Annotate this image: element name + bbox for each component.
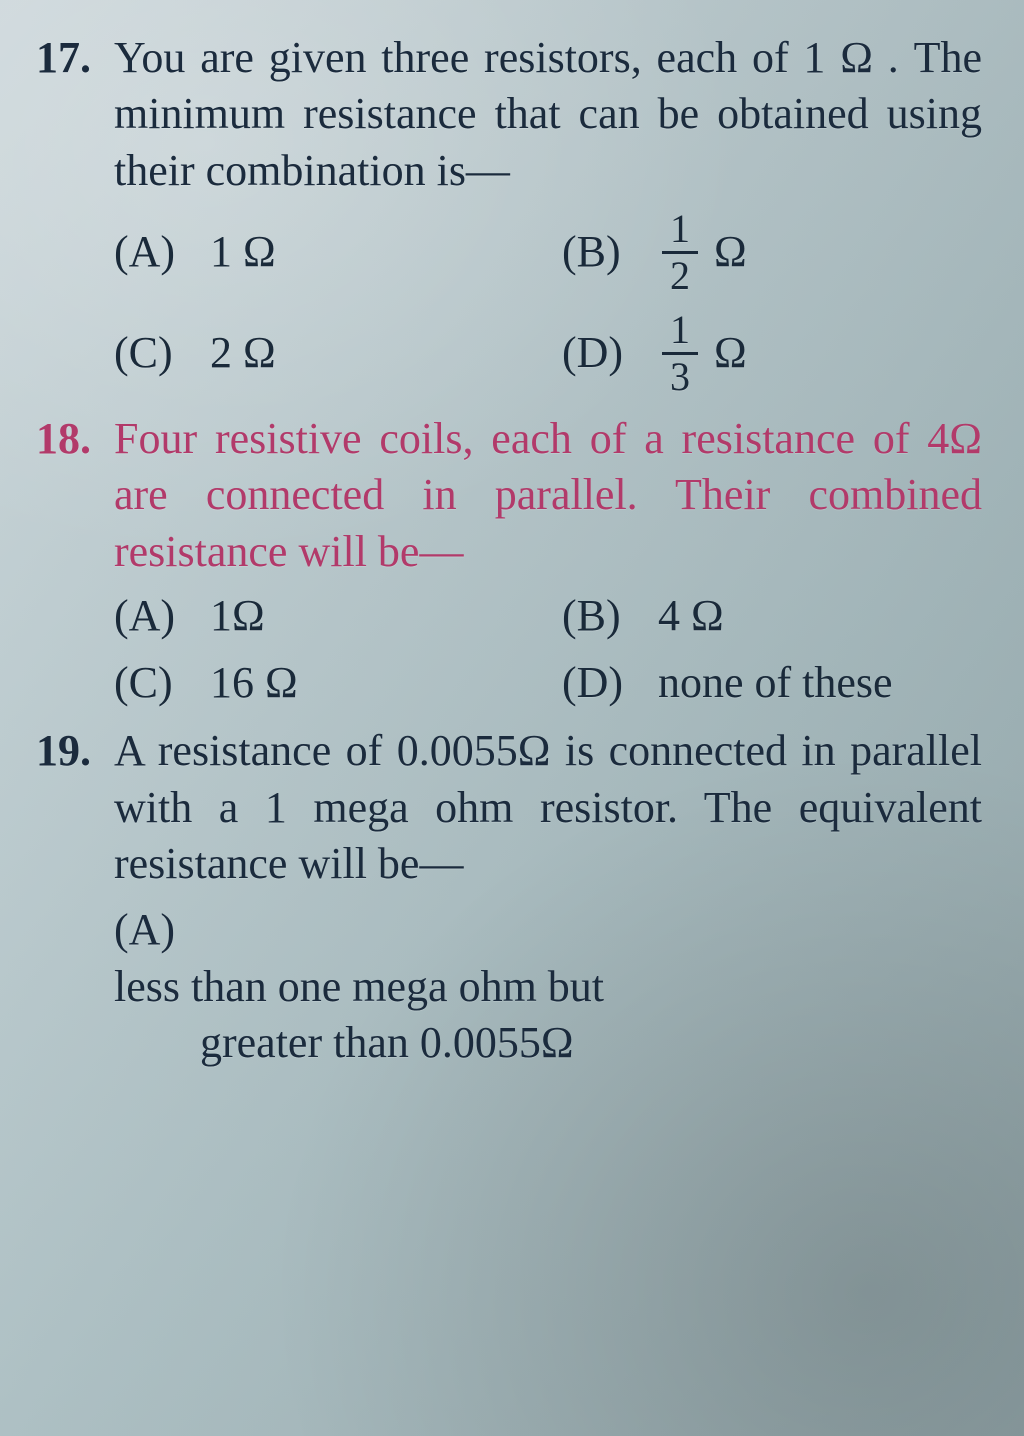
q17-option-C: (C) 2 Ω (114, 310, 534, 397)
question-19: 19. A resistance of 0.0055Ω is connected… (36, 723, 982, 1071)
option-label: (B) (562, 226, 648, 279)
fraction-denominator: 2 (662, 254, 698, 296)
option-label: (A) (114, 902, 200, 958)
q17-option-D: (D) 1 3 Ω (562, 310, 982, 397)
option-value: 1 Ω (210, 226, 276, 279)
option-label: (C) (114, 327, 200, 380)
question-18-text: Four resistive coils, each of a resistan… (114, 411, 982, 580)
question-19-text: A resistance of 0.0055Ω is connected in … (114, 723, 982, 892)
option-line-2: greater than 0.0055Ω (114, 1015, 982, 1071)
question-17-number: 17. (36, 30, 114, 86)
option-label: (A) (114, 226, 200, 279)
option-value: 1Ω (210, 590, 265, 643)
fraction-denominator: 3 (662, 355, 698, 397)
fraction-icon: 1 3 (662, 310, 698, 397)
q17-option-B: (B) 1 2 Ω (562, 209, 982, 296)
page-root: 17. You are given three resistors, each … (0, 0, 1024, 1115)
option-label: (D) (562, 327, 648, 380)
question-18-stem: 18. Four resistive coils, each of a resi… (36, 411, 982, 580)
option-value: 4 Ω (658, 590, 724, 643)
q18-option-D: (D) none of these (562, 657, 982, 710)
option-label: (D) (562, 657, 648, 710)
question-18: 18. Four resistive coils, each of a resi… (36, 411, 982, 710)
question-19-option-A: (A) less than one mega ohm but greater t… (114, 902, 982, 1071)
q18-option-A: (A) 1Ω (114, 590, 534, 643)
option-unit: Ω (714, 327, 747, 380)
fraction-numerator: 1 (662, 310, 698, 355)
question-17-options: (A) 1 Ω (B) 1 2 Ω (C) 2 Ω (D) 1 3 (114, 209, 982, 397)
question-17-text: You are given three resistors, each of 1… (114, 30, 982, 199)
option-label: (B) (562, 590, 648, 643)
option-value: 16 Ω (210, 657, 298, 710)
question-18-options: (A) 1Ω (B) 4 Ω (C) 16 Ω (D) none of thes… (114, 590, 982, 710)
q18-option-B: (B) 4 Ω (562, 590, 982, 643)
fraction-icon: 1 2 (662, 209, 698, 296)
option-label: (A) (114, 590, 200, 643)
fraction-numerator: 1 (662, 209, 698, 254)
q17-option-A: (A) 1 Ω (114, 209, 534, 296)
question-18-number: 18. (36, 411, 114, 467)
option-value: none of these (658, 657, 893, 710)
option-unit: Ω (714, 226, 747, 279)
option-label: (C) (114, 657, 200, 710)
question-19-number: 19. (36, 723, 114, 779)
q18-option-C: (C) 16 Ω (114, 657, 534, 710)
question-17: 17. You are given three resistors, each … (36, 30, 982, 397)
option-line-1: less than one mega ohm but (114, 959, 886, 1015)
question-19-stem: 19. A resistance of 0.0055Ω is connected… (36, 723, 982, 892)
option-value: 2 Ω (210, 327, 276, 380)
question-17-stem: 17. You are given three resistors, each … (36, 30, 982, 199)
